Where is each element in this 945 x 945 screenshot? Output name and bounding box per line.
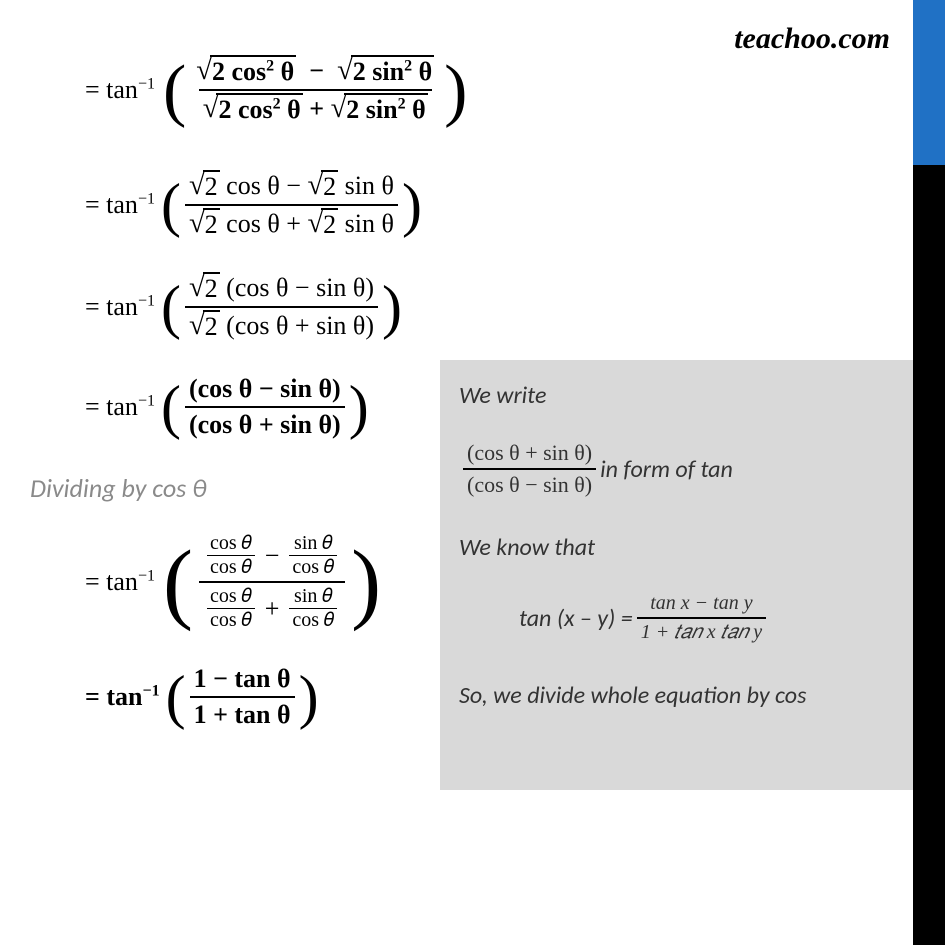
note-line-1: We write — [459, 381, 894, 410]
equation-1: = tan−1 ( 2 cos2 θ − 2 sin2 θ 2 cos2 θ +… — [30, 55, 910, 125]
equation-3: = tan−1 ( 2 (cos θ − sin θ) 2 (cos θ + s… — [30, 272, 910, 342]
side-bar-blue — [913, 0, 945, 165]
note-formula: tan (x – y) = tan x − tan y 1 + 𝑡𝑎𝑛 x 𝑡𝑎… — [459, 592, 894, 644]
equation-2: = tan−1 ( 2 cos θ − 2 sin θ 2 cos θ + 2 … — [30, 170, 910, 240]
note-line-3: We know that — [459, 533, 894, 562]
note-line-5: So, we divide whole equation by cos — [459, 674, 894, 717]
explanation-note-box: We write (cos θ + sin θ) (cos θ − sin θ)… — [440, 360, 913, 790]
brand-logo: teachoo.com — [734, 22, 890, 56]
note-line-2: (cos θ + sin θ) (cos θ − sin θ) in form … — [459, 440, 894, 498]
side-bar-black — [913, 165, 945, 945]
